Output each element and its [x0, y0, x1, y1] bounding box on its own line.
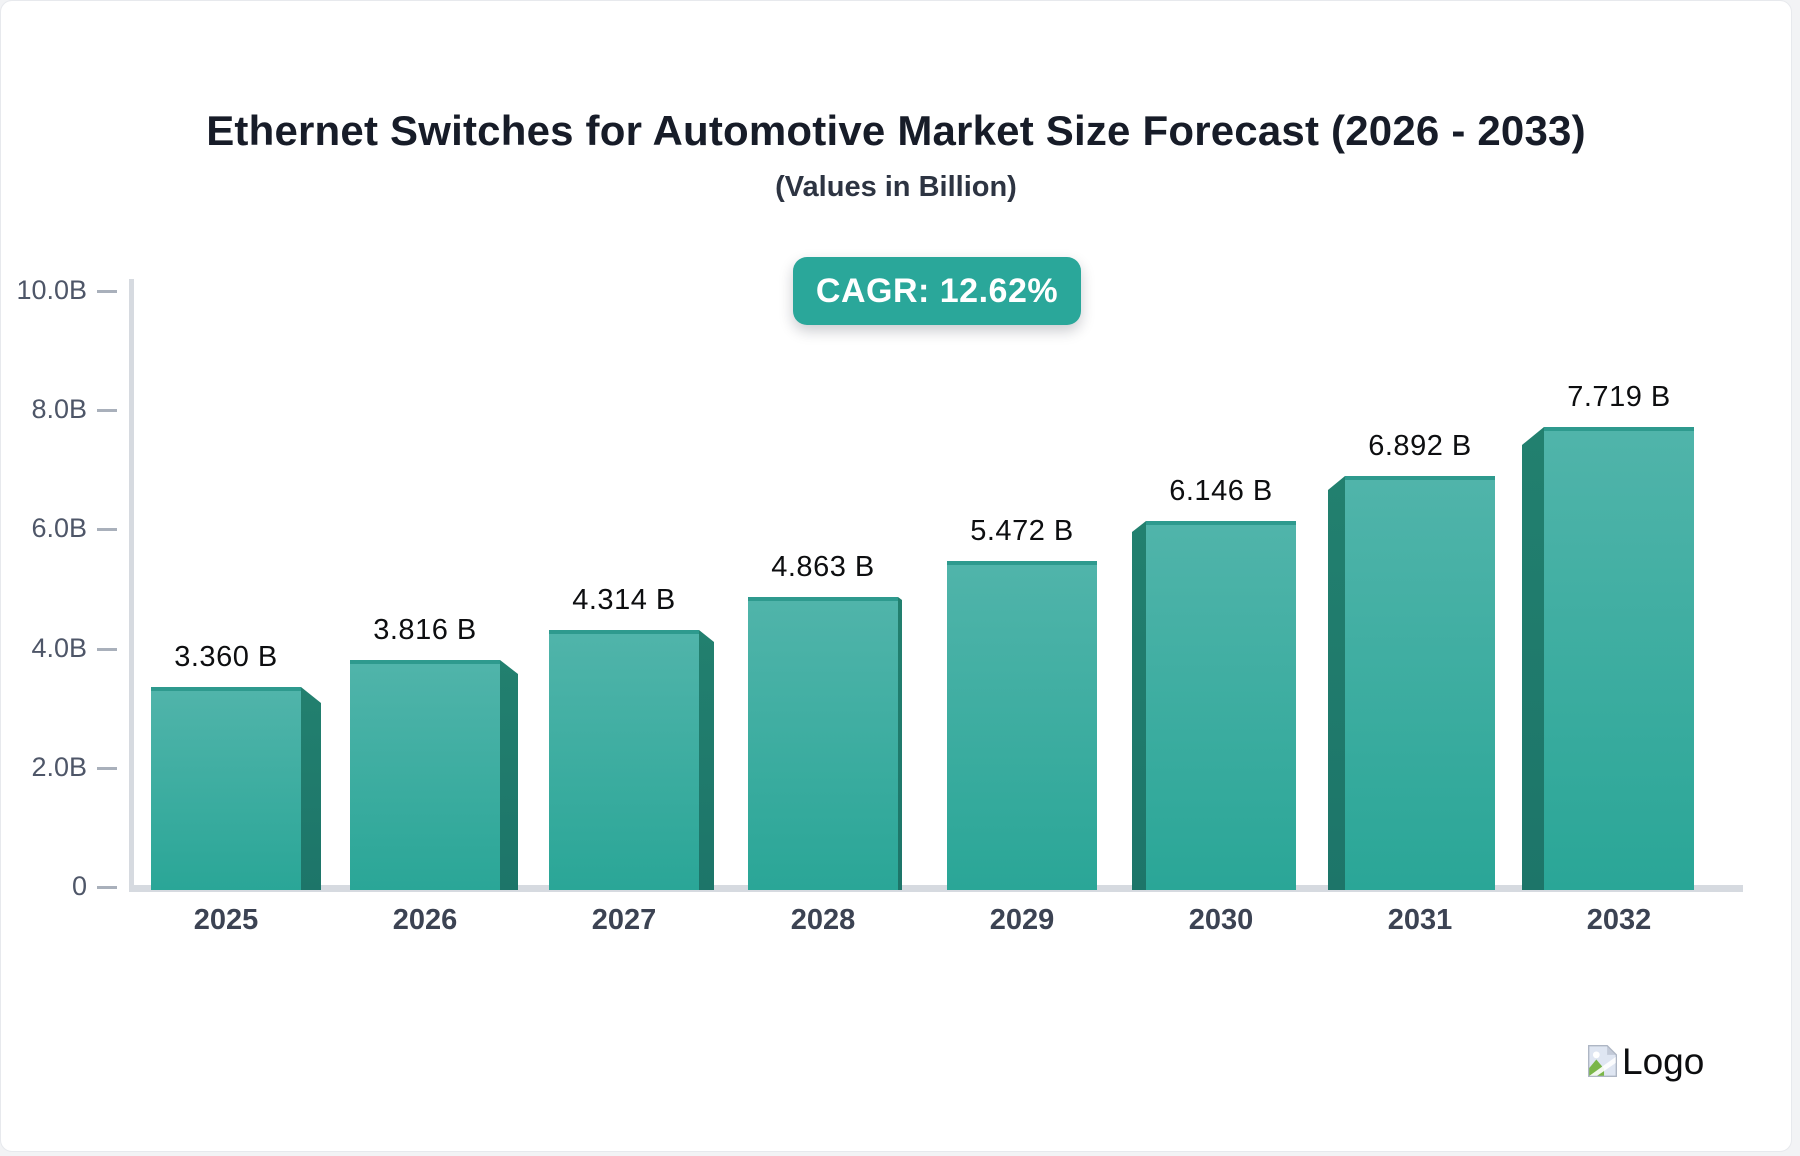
x-axis-label-2029: 2029 — [989, 904, 1055, 936]
y-axis-line — [129, 279, 134, 890]
bar-2025[interactable] — [151, 687, 301, 890]
x-axis-label-2026: 2026 — [392, 904, 458, 936]
y-tick-label: 8.0B — [31, 394, 87, 424]
chart-subtitle: (Values in Billion) — [775, 171, 1017, 203]
x-axis-line — [129, 885, 1743, 892]
bar-3d-side-2032 — [1522, 427, 1544, 890]
chart-title: Ethernet Switches for Automotive Market … — [206, 107, 1586, 154]
y-tick-mark — [97, 648, 117, 651]
y-tick-label: 4.0B — [31, 633, 87, 663]
bar-3d-side-2026 — [500, 660, 518, 890]
cagr-badge-label: CAGR: 12.62% — [815, 271, 1059, 310]
bar-2026[interactable] — [350, 660, 500, 890]
bar-value-label: 3.360 B — [174, 641, 278, 673]
x-axis-label-2027: 2027 — [591, 904, 657, 936]
bar-3d-side-2027 — [699, 630, 714, 890]
bar-value-label: 5.472 B — [970, 515, 1074, 547]
logo-placeholder: Logo — [1584, 1041, 1704, 1083]
y-tick-mark — [97, 290, 117, 293]
y-tick-mark — [97, 409, 117, 412]
y-tick-mark — [97, 767, 117, 770]
bar-value-label: 6.146 B — [1169, 475, 1273, 507]
bar-3d-side-2031 — [1328, 476, 1345, 890]
logo-alt-text: Logo — [1622, 1041, 1705, 1082]
y-tick-label: 10.0B — [16, 275, 87, 305]
bar-2027[interactable] — [549, 630, 699, 890]
bar-value-label: 3.816 B — [373, 614, 477, 646]
bar-2031[interactable] — [1345, 476, 1495, 890]
bar-value-label: 6.892 B — [1368, 430, 1472, 462]
x-axis-label-2030: 2030 — [1188, 904, 1254, 936]
bar-3d-side-2030 — [1132, 521, 1146, 890]
bar-3d-side-2025 — [301, 687, 321, 890]
bar-3d-side-2028 — [898, 597, 902, 890]
y-tick-mark — [97, 886, 117, 889]
y-tick-label: 0 — [71, 871, 87, 901]
broken-image-icon — [1588, 1044, 1617, 1078]
bar-2032[interactable] — [1544, 427, 1694, 890]
y-tick-label: 2.0B — [31, 752, 87, 782]
x-axis-label-2031: 2031 — [1387, 904, 1453, 936]
x-axis-label-2025: 2025 — [193, 904, 259, 936]
x-axis-label-2032: 2032 — [1586, 904, 1652, 936]
bar-2030[interactable] — [1146, 521, 1296, 890]
y-tick-label: 6.0B — [31, 513, 87, 543]
cagr-badge: CAGR: 12.62% — [793, 257, 1081, 325]
y-tick-mark — [97, 528, 117, 531]
bar-2028[interactable] — [748, 597, 898, 890]
x-axis-label-2028: 2028 — [790, 904, 856, 936]
bar-value-label: 4.314 B — [572, 584, 676, 616]
bar-value-label: 7.719 B — [1567, 381, 1671, 413]
bar-value-label: 4.863 B — [771, 551, 875, 583]
bar-2029[interactable] — [947, 561, 1097, 890]
